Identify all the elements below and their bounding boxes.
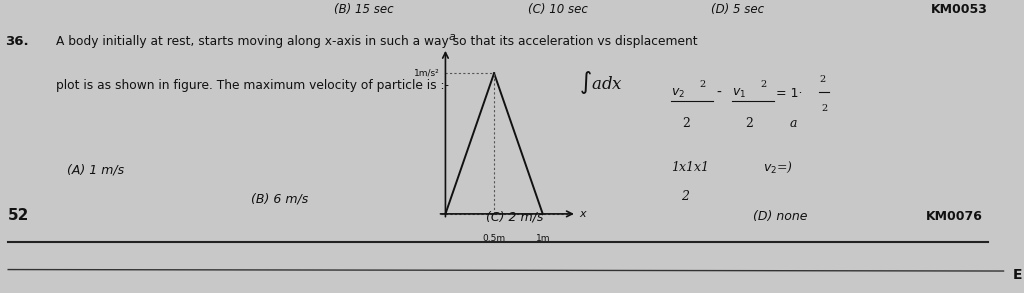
Text: KM0076: KM0076 — [926, 210, 983, 223]
Text: x: x — [580, 209, 587, 219]
Text: $\int$adx: $\int$adx — [579, 69, 623, 96]
Text: 52: 52 — [8, 208, 30, 223]
Text: $v_1$: $v_1$ — [732, 86, 746, 100]
Text: 2: 2 — [761, 80, 767, 89]
Text: a: a — [790, 117, 798, 130]
Text: (D) none: (D) none — [753, 210, 807, 223]
Text: (B) 15 sec: (B) 15 sec — [334, 3, 393, 16]
Text: 2: 2 — [821, 104, 827, 113]
Text: 2: 2 — [819, 74, 825, 84]
Text: 2: 2 — [745, 117, 754, 130]
Text: (C) 2 m/s: (C) 2 m/s — [486, 210, 544, 223]
Text: 2: 2 — [682, 117, 690, 130]
Text: 1m: 1m — [536, 234, 550, 243]
Text: KM0053: KM0053 — [931, 3, 988, 16]
Text: (C) 10 sec: (C) 10 sec — [528, 3, 588, 16]
Text: 1x1x1: 1x1x1 — [671, 161, 709, 173]
Text: (A) 1 m/s: (A) 1 m/s — [67, 163, 124, 176]
Text: = 1·: = 1· — [776, 87, 803, 100]
Text: 2: 2 — [699, 80, 706, 89]
Text: plot is as shown in figure. The maximum velocity of particle is :-: plot is as shown in figure. The maximum … — [56, 79, 450, 92]
Text: A body initially at rest, starts moving along x-axis in such a way so that its a: A body initially at rest, starts moving … — [56, 35, 698, 48]
Text: 0.5m: 0.5m — [482, 234, 506, 243]
Text: E: E — [1013, 268, 1022, 282]
Text: 2: 2 — [681, 190, 689, 203]
Text: 36.: 36. — [5, 35, 29, 48]
Text: 1m/s²: 1m/s² — [414, 69, 439, 78]
Text: (B) 6 m/s: (B) 6 m/s — [251, 193, 308, 206]
Text: (D) 5 sec: (D) 5 sec — [711, 3, 764, 16]
Text: $v_2$: $v_2$ — [671, 86, 685, 100]
Text: $v_2$=): $v_2$=) — [763, 159, 793, 175]
Text: -: - — [717, 86, 722, 100]
Text: a: a — [449, 32, 456, 42]
